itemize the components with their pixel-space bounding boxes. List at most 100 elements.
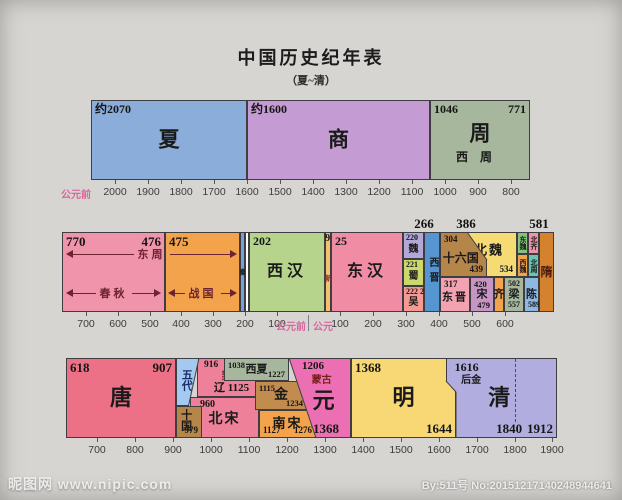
year-label-qing: 1840	[496, 421, 523, 436]
axis-tick-mark	[181, 312, 182, 316]
axis-tick-mark	[86, 312, 87, 316]
axis-tick-label: 1500	[268, 186, 292, 198]
span-arrow-战国: 战国	[168, 287, 237, 300]
dynasty-label-xin: 新	[324, 274, 333, 282]
dynasty-label-xijin: 西晋	[427, 257, 438, 287]
arrowhead-right-icon	[230, 289, 237, 297]
axis-tick-mark	[445, 180, 446, 184]
axis-tick-mark	[118, 312, 119, 316]
segment-xiwei: 西魏	[517, 254, 528, 277]
axis-tick-mark	[515, 438, 516, 442]
dynasty-sublabel-yuan: 蒙古	[311, 375, 332, 387]
axis-tick-label: 200	[236, 318, 254, 330]
dynasty-label-shu: 蜀	[408, 270, 419, 282]
year-label-wu: 222 280	[406, 287, 432, 296]
axis-tick-mark	[406, 312, 407, 316]
dynasty-label-shiguo: 十国	[179, 409, 192, 432]
year-label-liang: 557	[508, 300, 520, 309]
axis-tick-mark	[211, 438, 212, 442]
segment-liusong: 420 479 宋	[470, 277, 494, 312]
dynasty-label-qing: 清	[488, 385, 511, 410]
axis-tick-label: 1000	[433, 186, 457, 198]
dynasty-label-jinchao: 金	[274, 387, 288, 403]
axis-tick-label: 1500	[389, 444, 413, 456]
segment-xijin: 西晋	[424, 232, 440, 312]
segment-beiqi: 北齐	[528, 232, 539, 254]
segment-xihan: 202 西汉	[249, 232, 325, 312]
axis-tick-label: 1600	[235, 186, 259, 198]
segment-zhou: 1046 771 周西周	[430, 100, 530, 180]
arrow-label: 东周	[137, 249, 166, 261]
axis-tick-label: 1700	[202, 186, 226, 198]
axis-tick-mark	[245, 312, 246, 316]
axis-tick-mark	[277, 312, 278, 316]
segment-xia: 约2070 夏	[91, 100, 247, 180]
axis-tick-label: 2000	[103, 186, 127, 198]
axis-tick-mark	[247, 180, 248, 184]
axis-tick-mark	[214, 180, 215, 184]
axis-tick-mark	[135, 438, 136, 442]
segment-qi: 齐	[493, 277, 505, 312]
span-arrow-春秋: 春秋	[66, 287, 161, 300]
axis-tick-label: 700	[77, 318, 95, 330]
era-divider-line	[308, 315, 309, 331]
dynasty-label-xixia: 西夏	[245, 363, 268, 375]
segment-wei: 220 魏	[403, 232, 424, 259]
year-label-zhanguo: 475	[169, 234, 189, 249]
segment-xixia: 1038 1227 西夏	[224, 358, 289, 381]
axis-tick-mark	[97, 438, 98, 442]
dashed-divider-qing	[514, 359, 516, 422]
year-label-tang: 618	[70, 360, 90, 375]
axis-tick-label: 900	[469, 186, 487, 198]
arrowhead-left-icon	[168, 289, 175, 297]
dynasty-label-qi: 齐	[493, 288, 505, 300]
year-label-liusong: 420	[474, 279, 487, 289]
dynasty-label-nansong: 南宋	[272, 415, 303, 431]
year-label-wei: 220	[406, 233, 418, 242]
axis-tick-label: 900	[164, 444, 182, 456]
dynasty-label-xiwei: 西魏	[519, 258, 527, 273]
axis-tick-label: 1800	[503, 444, 527, 456]
year-label-above-bar: 386	[456, 216, 476, 231]
year-label-beisong: 960	[200, 399, 215, 410]
axis-tick-mark	[340, 312, 341, 316]
year-label-xin: 9	[325, 233, 331, 244]
axis-tick-label: 300	[397, 318, 415, 330]
arrow-line	[169, 253, 230, 255]
axis-tick-label: 600	[109, 318, 127, 330]
dynasty-label-beiqi: 北齐	[530, 236, 538, 250]
axis-tick-mark	[477, 438, 478, 442]
year-label-shiliuguo: 304	[444, 234, 458, 244]
era-label: 公元前	[276, 322, 306, 333]
year-label-shang: 约1600	[251, 102, 288, 116]
axis-tick-mark	[552, 438, 553, 442]
year-label-nansong: 1127	[263, 425, 281, 435]
axis-tick-label: 500	[141, 318, 159, 330]
span-arrow-东周: 东周	[66, 248, 237, 261]
dynasty-label-dongwei: 东魏	[519, 236, 527, 250]
axis-tick-label: 800	[502, 186, 520, 198]
axis-tick-label: 500	[463, 318, 481, 330]
era-label: 公元	[313, 322, 333, 333]
axis-tick-label: 1300	[313, 444, 337, 456]
dynasty-label-sui: 隋	[540, 265, 553, 279]
dynasty-label-wudai: 五代	[180, 369, 193, 392]
year-label-shiliuguo: 439	[469, 264, 484, 274]
axis-tick-label: 1400	[351, 444, 375, 456]
segment-wu: 222 280 吴	[403, 286, 432, 312]
year-label-dongjin: 317	[444, 279, 458, 289]
axis-tick-label: 800	[126, 444, 144, 456]
year-label-xia: 约2070	[95, 102, 132, 116]
year-label-jinchao: 1234	[286, 397, 303, 408]
dynasty-label-zhou: 周	[469, 121, 491, 146]
axis-tick-label: 1400	[301, 186, 325, 198]
watermark-right: By:511号 No:20151217140248944641	[421, 480, 612, 492]
segment-donghan: 25 东汉	[331, 232, 403, 312]
dynasty-sublabel-qing: 后金	[461, 375, 482, 387]
axis-tick-mark	[439, 312, 440, 316]
year-label-ming: 1368	[355, 360, 381, 375]
year-label-liang: 502	[508, 279, 520, 288]
year-label-qing: 1616	[454, 360, 479, 374]
dynasty-label-yuan: 元	[312, 388, 335, 414]
